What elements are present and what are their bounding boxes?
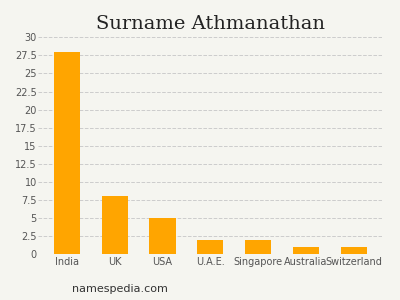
Title: Surname Athmanathan: Surname Athmanathan bbox=[96, 15, 325, 33]
Bar bbox=[245, 240, 271, 254]
Bar bbox=[54, 52, 80, 254]
Bar bbox=[102, 196, 128, 254]
Bar bbox=[197, 240, 224, 254]
Bar bbox=[293, 247, 319, 254]
Text: namespedia.com: namespedia.com bbox=[72, 284, 168, 294]
Bar bbox=[340, 247, 367, 254]
Bar bbox=[149, 218, 176, 254]
